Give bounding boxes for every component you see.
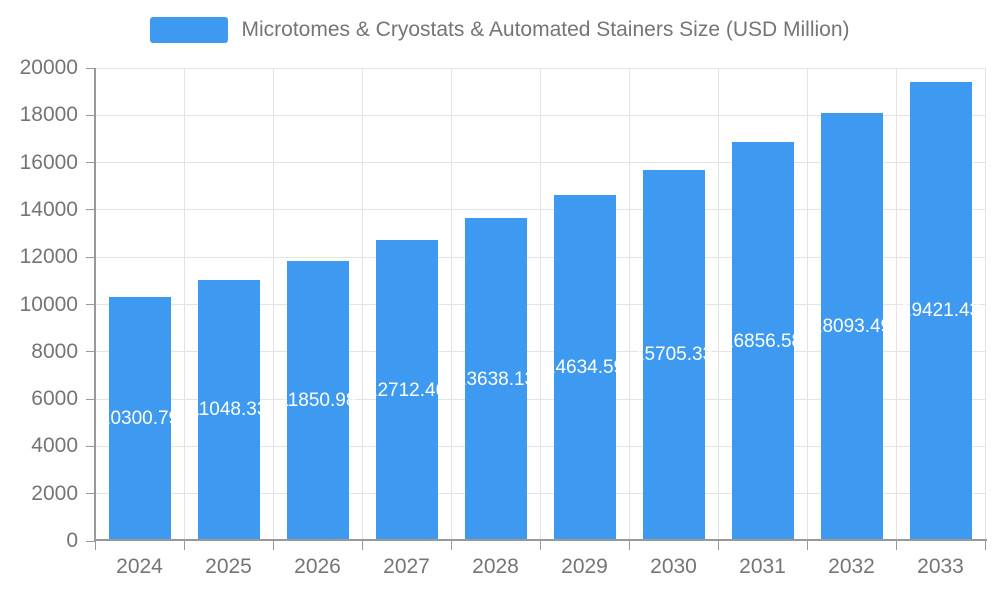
grid-line-vertical xyxy=(361,68,363,541)
x-axis-line xyxy=(94,539,987,541)
bar[interactable] xyxy=(909,81,972,541)
y-axis-tick xyxy=(86,493,95,495)
y-axis-tick-label: 16000 xyxy=(19,150,78,174)
y-axis-tick xyxy=(86,351,95,353)
x-axis-tick xyxy=(361,541,363,550)
x-axis-tick-label: 2032 xyxy=(828,555,875,578)
bar-value-label: 14634.59 xyxy=(544,356,625,378)
grid-line-vertical xyxy=(717,68,719,541)
x-axis-tick-label: 2028 xyxy=(472,555,519,578)
x-axis-tick xyxy=(450,541,452,550)
y-axis-tick xyxy=(86,540,95,542)
bar[interactable] xyxy=(731,142,794,541)
bar[interactable] xyxy=(108,297,171,541)
y-axis-tick xyxy=(86,67,95,69)
bar[interactable] xyxy=(286,260,349,541)
y-axis-tick xyxy=(86,445,95,447)
y-axis-tick-label: 20000 xyxy=(19,56,78,79)
y-axis-tick-label: 8000 xyxy=(31,339,78,363)
y-axis-tick-label: 12000 xyxy=(19,245,78,269)
bar-value-label: 15705.33 xyxy=(633,344,714,366)
x-axis-tick-label: 2027 xyxy=(383,555,430,578)
x-axis-tick xyxy=(895,541,897,550)
y-axis-tick-label: 10000 xyxy=(19,292,78,316)
plot-area: 10300.79 2024 11048.33 2025 11850.98 2026 1271… xyxy=(86,67,987,578)
x-axis-tick xyxy=(628,541,630,550)
bar-value-label: 12712.46 xyxy=(366,379,447,401)
x-axis-tick xyxy=(539,541,541,550)
y-axis-tick-label: 4000 xyxy=(31,434,78,458)
bar[interactable] xyxy=(197,279,260,541)
x-axis-tick xyxy=(272,541,274,550)
x-axis-tick xyxy=(806,541,808,550)
grid-line-vertical xyxy=(539,68,541,541)
grid-line-vertical xyxy=(272,68,274,541)
y-axis-tick-label: 0 xyxy=(66,529,78,552)
chart-legend[interactable]: Microtomes & Cryostats & Automated Stain… xyxy=(0,17,1000,43)
y-axis-tick xyxy=(86,398,95,400)
x-axis-tick xyxy=(183,541,185,550)
bar[interactable] xyxy=(553,194,616,541)
y-axis-tick-label: 18000 xyxy=(19,103,78,127)
y-axis-tick-label: 2000 xyxy=(31,481,78,505)
legend-label[interactable]: Microtomes & Cryostats & Automated Stain… xyxy=(241,18,850,41)
bar-value-label: 13638.13 xyxy=(455,368,536,390)
bar-value-label: 11850.98 xyxy=(278,389,357,411)
bar-value-label: 19421.43 xyxy=(900,300,981,322)
grid-line-vertical xyxy=(183,68,185,541)
x-axis-tick-label: 2029 xyxy=(561,555,608,578)
grid-line-vertical xyxy=(984,68,986,541)
y-axis-tick xyxy=(86,209,95,211)
bar-value-label: 10300.79 xyxy=(99,408,180,430)
bar[interactable] xyxy=(820,113,883,541)
x-axis-tick-label: 2030 xyxy=(650,555,697,578)
x-axis-tick xyxy=(717,541,719,550)
legend-swatch-icon[interactable] xyxy=(150,17,229,43)
grid-line-vertical xyxy=(450,68,452,541)
y-axis-tick xyxy=(86,304,95,305)
x-axis-tick-label: 2033 xyxy=(917,555,964,578)
y-axis-tick-label: 6000 xyxy=(31,387,78,411)
y-axis-tick xyxy=(86,256,95,258)
x-axis-tick-label: 2024 xyxy=(116,555,163,578)
y-axis-tick xyxy=(86,114,95,116)
y-axis-tick-label: 14000 xyxy=(19,197,78,221)
grid-line-vertical xyxy=(806,68,808,541)
grid-line-vertical xyxy=(628,68,630,541)
bar[interactable] xyxy=(464,218,527,541)
x-axis-tick-label: 2025 xyxy=(205,555,252,578)
x-axis-tick-label: 2031 xyxy=(739,555,786,578)
x-axis-tick xyxy=(94,541,96,550)
x-axis-tick xyxy=(984,541,986,550)
y-axis-line xyxy=(94,68,96,541)
bar-value-label: 18093.49 xyxy=(811,316,892,338)
bar-value-label: 11048.33 xyxy=(189,399,268,421)
grid-line-vertical xyxy=(895,68,897,541)
bar[interactable] xyxy=(375,240,438,541)
y-axis-tick xyxy=(86,162,95,164)
x-axis-tick-label: 2026 xyxy=(294,555,341,578)
bar[interactable] xyxy=(642,169,705,541)
bar-value-label: 16856.58 xyxy=(722,330,803,352)
